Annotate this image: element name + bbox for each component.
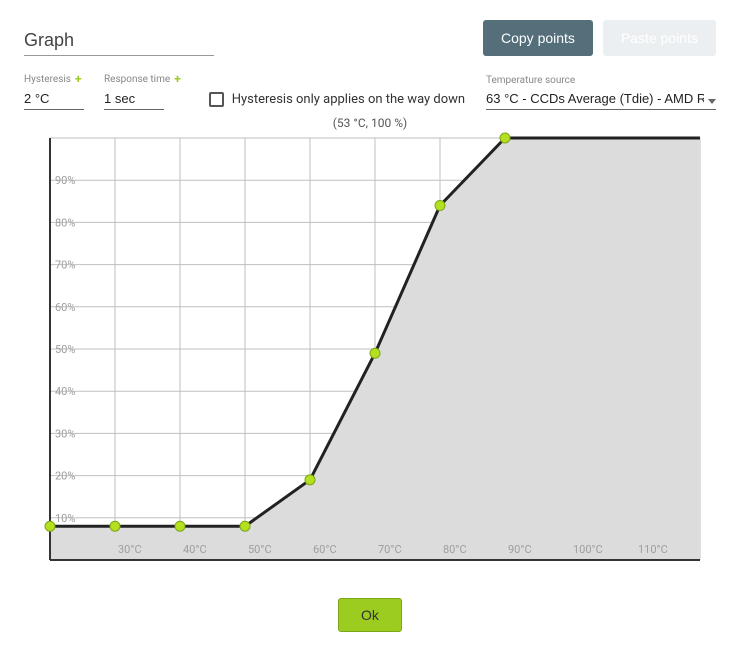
- response-time-input[interactable]: [104, 88, 164, 110]
- copy-points-button[interactable]: Copy points: [483, 20, 593, 56]
- svg-text:80%: 80%: [55, 216, 75, 229]
- svg-text:50°C: 50°C: [248, 543, 272, 556]
- controls-row: Hysteresis + Response time + Hysteresis …: [24, 72, 716, 110]
- curve-point[interactable]: [240, 521, 250, 531]
- curve-point[interactable]: [305, 475, 315, 485]
- svg-text:60°C: 60°C: [313, 543, 337, 556]
- svg-text:40°C: 40°C: [183, 543, 207, 556]
- hover-tooltip: (53 °C, 100 %): [24, 116, 716, 130]
- svg-text:10%: 10%: [55, 512, 75, 525]
- svg-text:90%: 90%: [55, 174, 75, 187]
- svg-text:90°C: 90°C: [508, 543, 532, 556]
- svg-text:70°C: 70°C: [378, 543, 402, 556]
- curve-point[interactable]: [435, 201, 445, 211]
- svg-text:50%: 50%: [55, 343, 75, 356]
- response-time-label-text: Response time: [104, 74, 170, 85]
- hysteresis-down-checkbox[interactable]: [209, 92, 224, 107]
- svg-text:40%: 40%: [55, 385, 75, 398]
- hysteresis-input[interactable]: [24, 88, 84, 110]
- hysteresis-label: Hysteresis +: [24, 72, 84, 86]
- footer: Ok: [24, 598, 716, 632]
- curve-point[interactable]: [45, 521, 55, 531]
- ok-button[interactable]: Ok: [338, 598, 402, 632]
- svg-text:80°C: 80°C: [443, 543, 467, 556]
- curve-point[interactable]: [370, 348, 380, 358]
- curve-point[interactable]: [500, 133, 510, 143]
- paste-points-button: Paste points: [603, 20, 716, 56]
- temperature-source-field[interactable]: Temperature source: [486, 75, 716, 110]
- title-input[interactable]: [24, 26, 214, 56]
- svg-text:60%: 60%: [55, 301, 75, 314]
- temperature-source-label-text: Temperature source: [486, 75, 575, 86]
- svg-text:20%: 20%: [55, 470, 75, 483]
- svg-text:110°C: 110°C: [638, 543, 668, 556]
- hysteresis-field: Hysteresis +: [24, 72, 84, 110]
- svg-text:30°C: 30°C: [118, 543, 142, 556]
- svg-text:100°C: 100°C: [573, 543, 603, 556]
- temperature-source-label: Temperature source: [486, 75, 716, 86]
- fan-curve-dialog: Copy points Paste points Hysteresis + Re…: [0, 0, 740, 654]
- curve-point[interactable]: [175, 521, 185, 531]
- response-time-label: Response time +: [104, 72, 181, 86]
- hysteresis-down-checkbox-wrap[interactable]: Hysteresis only applies on the way down: [209, 92, 465, 107]
- temperature-source-select[interactable]: [486, 88, 716, 110]
- hysteresis-label-text: Hysteresis: [24, 74, 71, 85]
- header-row: Copy points Paste points: [24, 20, 716, 56]
- curve-point[interactable]: [110, 521, 120, 531]
- button-row: Copy points Paste points: [483, 20, 716, 56]
- chevron-down-icon[interactable]: [708, 99, 716, 104]
- svg-text:70%: 70%: [55, 259, 75, 272]
- response-time-field: Response time +: [104, 72, 181, 110]
- hysteresis-down-label: Hysteresis only applies on the way down: [232, 92, 465, 107]
- fan-curve-chart[interactable]: 30°C 40°C 50°C 60°C 70°C 80°C 90°C 100°C 110°C 10…: [30, 130, 710, 590]
- svg-text:30%: 30%: [55, 427, 75, 440]
- response-time-plus-icon[interactable]: +: [174, 72, 181, 86]
- chart-container: 30°C 40°C 50°C 60°C 70°C 80°C 90°C 100°C 110°C 10…: [24, 130, 716, 590]
- hysteresis-plus-icon[interactable]: +: [75, 72, 82, 86]
